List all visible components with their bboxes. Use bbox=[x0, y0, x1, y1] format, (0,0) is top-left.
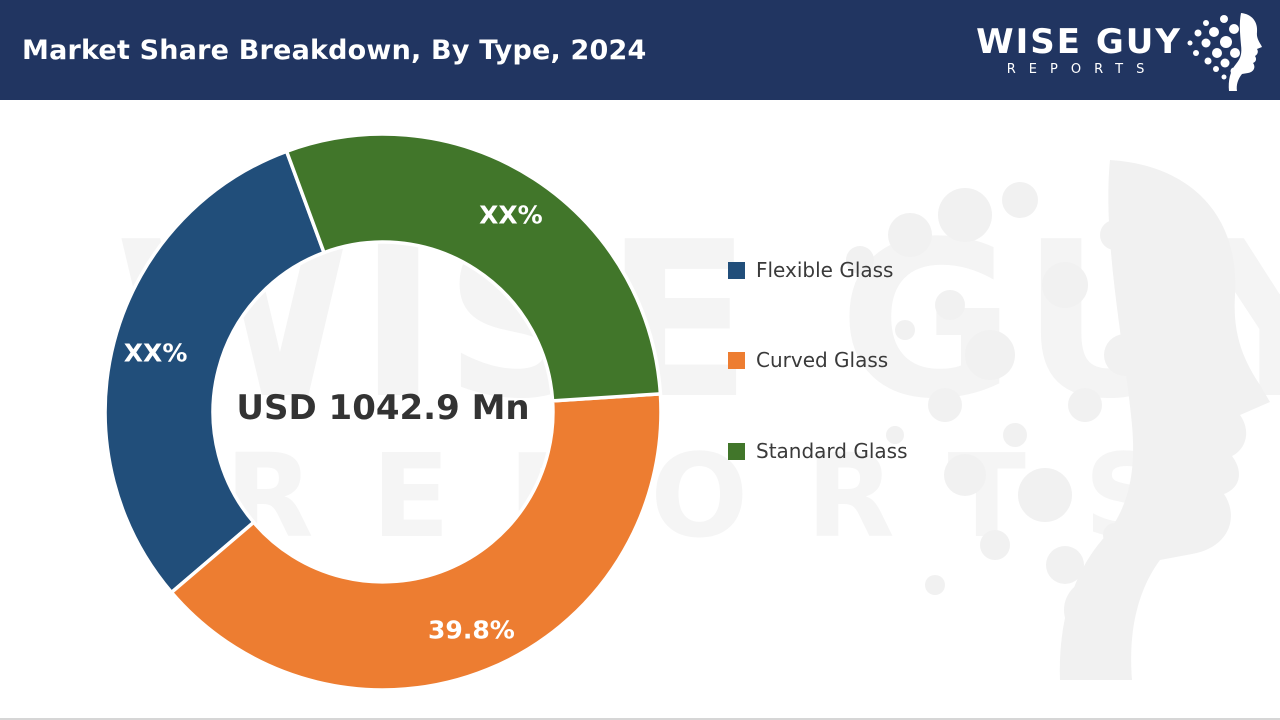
slice-percentage-label: XX% bbox=[124, 338, 188, 367]
wise-guy-logo: WISE GUY REPORTS bbox=[976, 9, 1262, 91]
legend-item-curved-glass: Curved Glass bbox=[728, 348, 888, 372]
donut-slice-curved-glass bbox=[169, 392, 663, 692]
legend-label: Curved Glass bbox=[756, 348, 889, 372]
header-bar: Market Share Breakdown, By Type, 2024 WI… bbox=[0, 0, 1280, 100]
page-title: Market Share Breakdown, By Type, 2024 bbox=[22, 34, 647, 66]
legend-swatch-icon bbox=[728, 261, 745, 279]
legend-item-standard-glass: Standard Glass bbox=[728, 439, 908, 463]
legend-swatch-icon bbox=[728, 442, 745, 460]
logo-wordmark: WISE GUY bbox=[976, 21, 1182, 62]
bottom-rule bbox=[0, 718, 1280, 720]
legend-label: Standard Glass bbox=[756, 439, 908, 463]
watermark-face-icon bbox=[846, 160, 1270, 680]
chart-center-total: USD 1042.9 Mn bbox=[236, 388, 530, 428]
slice-percentage-label: XX% bbox=[479, 201, 543, 230]
donut-slice-standard-glass bbox=[284, 132, 663, 403]
legend-item-flexible-glass: Flexible Glass bbox=[728, 258, 893, 282]
logo-subtitle: REPORTS bbox=[1006, 61, 1158, 77]
legend-swatch-icon bbox=[728, 351, 745, 369]
logo-face-icon bbox=[1187, 13, 1262, 91]
logo-text: WISE GUY REPORTS bbox=[976, 25, 1182, 76]
donut-slice-flexible-glass bbox=[103, 149, 327, 595]
donut-chart: XX% 39.8% XX% bbox=[103, 132, 663, 692]
slice-percentage-label: 39.8% bbox=[428, 615, 515, 644]
legend-label: Flexible Glass bbox=[756, 258, 894, 282]
chart-area: WISE GUY REPORTS XX% 39.8% XX% USD 1042.9 … bbox=[0, 100, 1280, 718]
watermark-subtitle: REPORTS bbox=[225, 430, 1225, 564]
